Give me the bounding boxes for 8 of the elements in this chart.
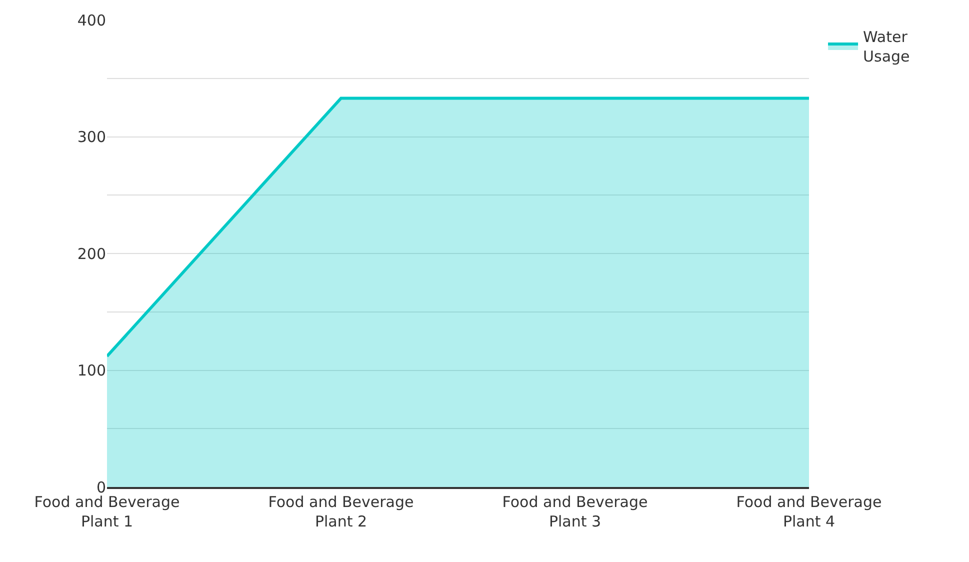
x-tick-label: Food and Beverage Plant 2 <box>268 492 414 530</box>
y-tick-label: 100 <box>77 362 106 380</box>
y-tick-label: 400 <box>77 11 106 30</box>
y-tick-label: 200 <box>77 244 106 263</box>
x-tick-label: Food and Beverage Plant 4 <box>736 492 882 530</box>
legend-label: Water Usage <box>863 28 910 66</box>
x-tick-label: Food and Beverage Plant 3 <box>502 492 648 530</box>
y-tick-label: 300 <box>77 128 106 146</box>
